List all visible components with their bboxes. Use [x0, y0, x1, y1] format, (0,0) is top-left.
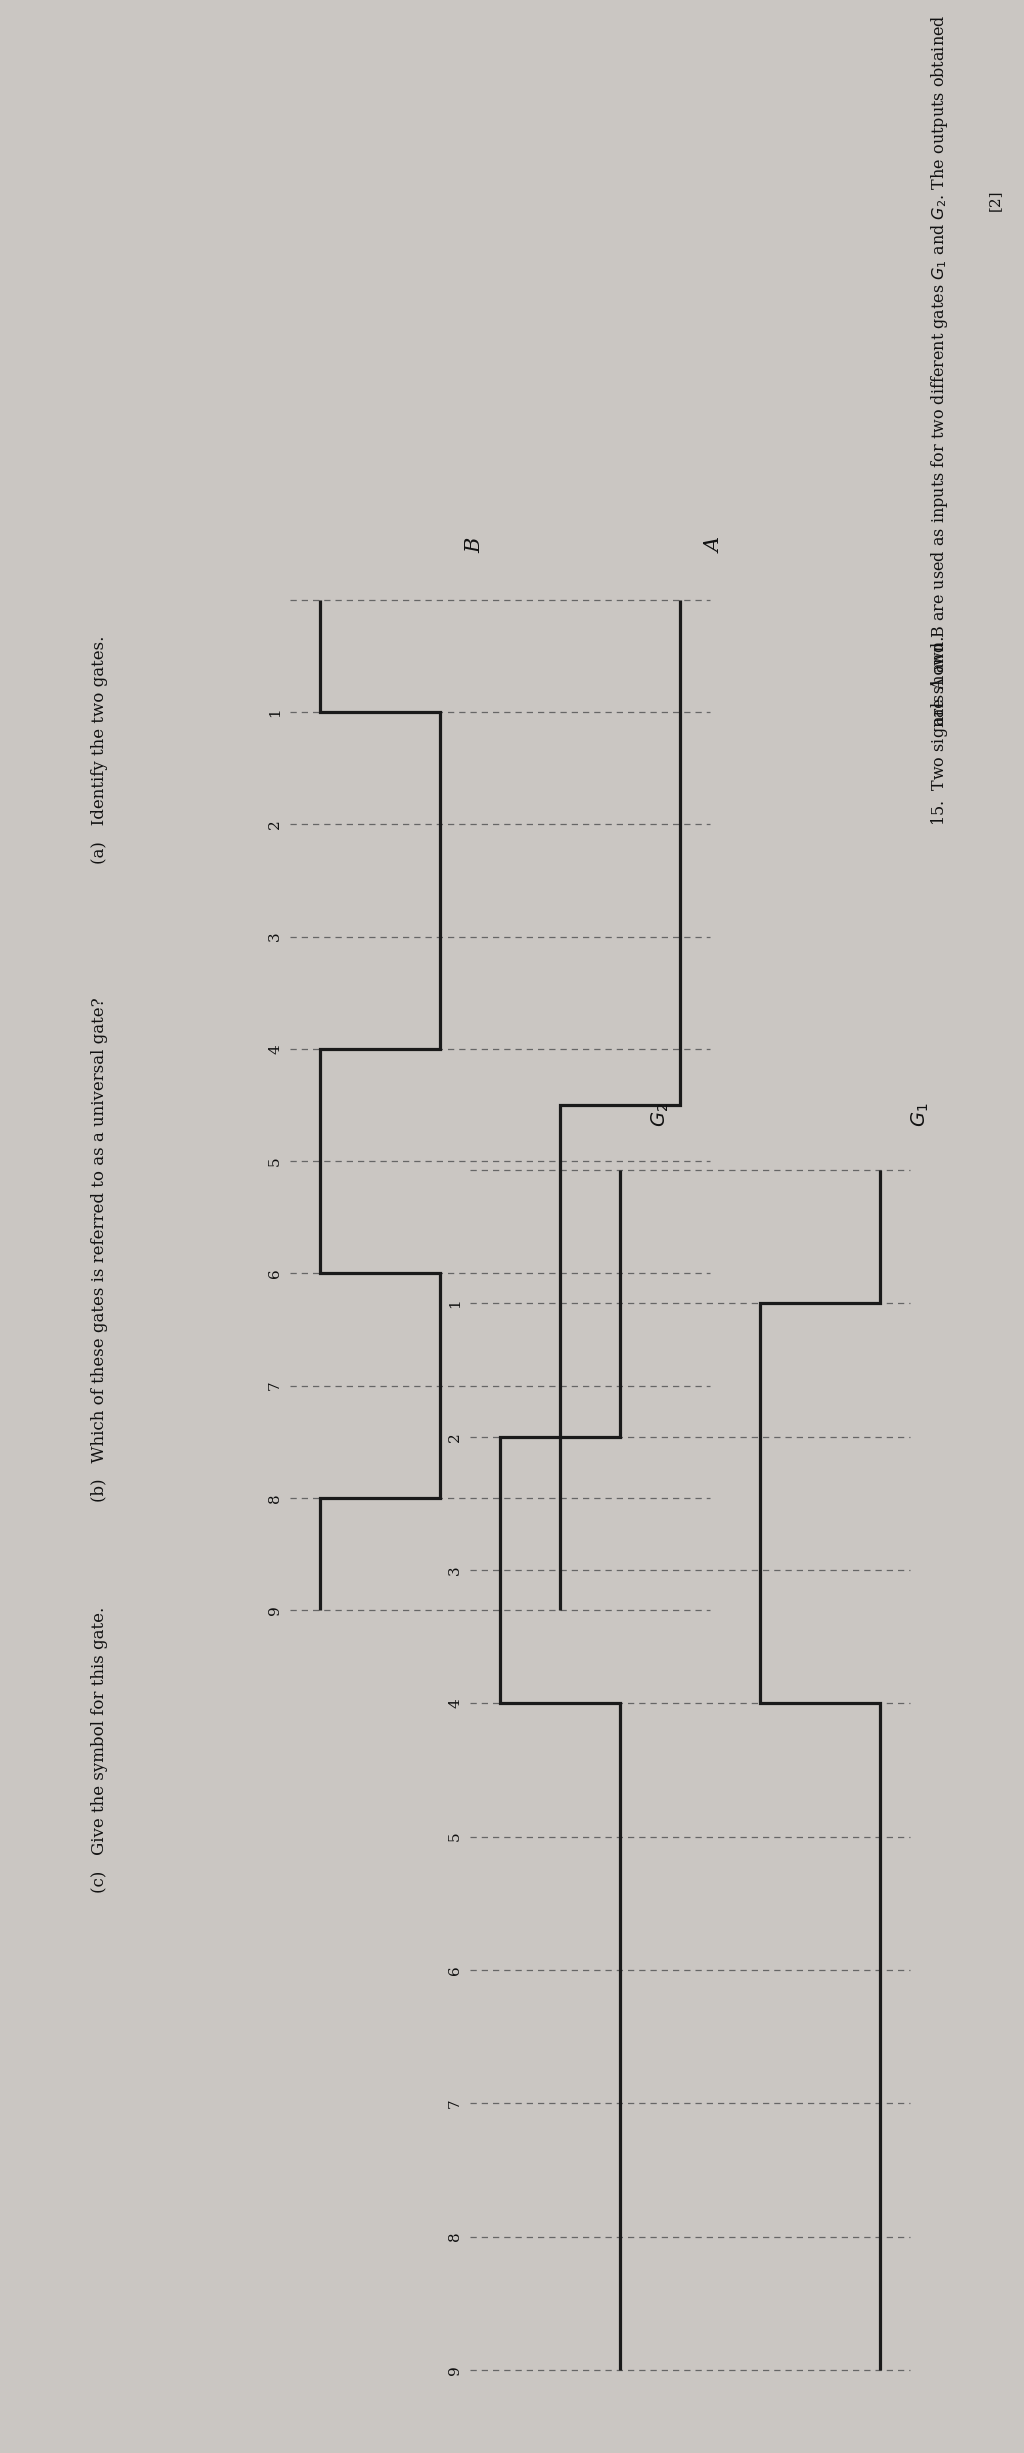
Text: 3: 3	[268, 932, 282, 942]
Text: are shown.: are shown.	[932, 635, 948, 724]
Text: 1: 1	[268, 706, 282, 716]
Text: 2: 2	[268, 819, 282, 829]
Text: $G_2$: $G_2$	[649, 1104, 671, 1128]
Text: 4: 4	[449, 1697, 462, 1707]
Text: [2]: [2]	[988, 189, 1002, 211]
Text: B: B	[466, 537, 484, 552]
Text: (c)   Give the symbol for this gate.: (c) Give the symbol for this gate.	[91, 1607, 109, 1894]
Text: 6: 6	[268, 1268, 282, 1278]
Text: 8: 8	[268, 1494, 282, 1504]
Text: 6: 6	[449, 1965, 462, 1975]
Text: 5: 5	[449, 1832, 462, 1842]
Text: $G_1$: $G_1$	[909, 1104, 931, 1128]
Text: (a)   Identify the two gates.: (a) Identify the two gates.	[91, 635, 109, 863]
Text: 5: 5	[268, 1155, 282, 1165]
Text: 15.  Two signals A and B are used as inputs for two different gates $G_1$ and $G: 15. Two signals A and B are used as inpu…	[930, 15, 950, 827]
Text: A: A	[706, 537, 725, 552]
Text: 8: 8	[449, 2232, 462, 2242]
Text: 4: 4	[268, 1045, 282, 1055]
Text: (b)   Which of these gates is referred to as a universal gate?: (b) Which of these gates is referred to …	[91, 998, 109, 1501]
Text: 7: 7	[449, 2097, 462, 2107]
Text: 2: 2	[449, 1433, 462, 1442]
Text: 1: 1	[449, 1298, 462, 1307]
Text: 7: 7	[268, 1381, 282, 1391]
Text: 3: 3	[449, 1565, 462, 1575]
Text: 9: 9	[268, 1604, 282, 1614]
Text: 9: 9	[449, 2365, 462, 2375]
